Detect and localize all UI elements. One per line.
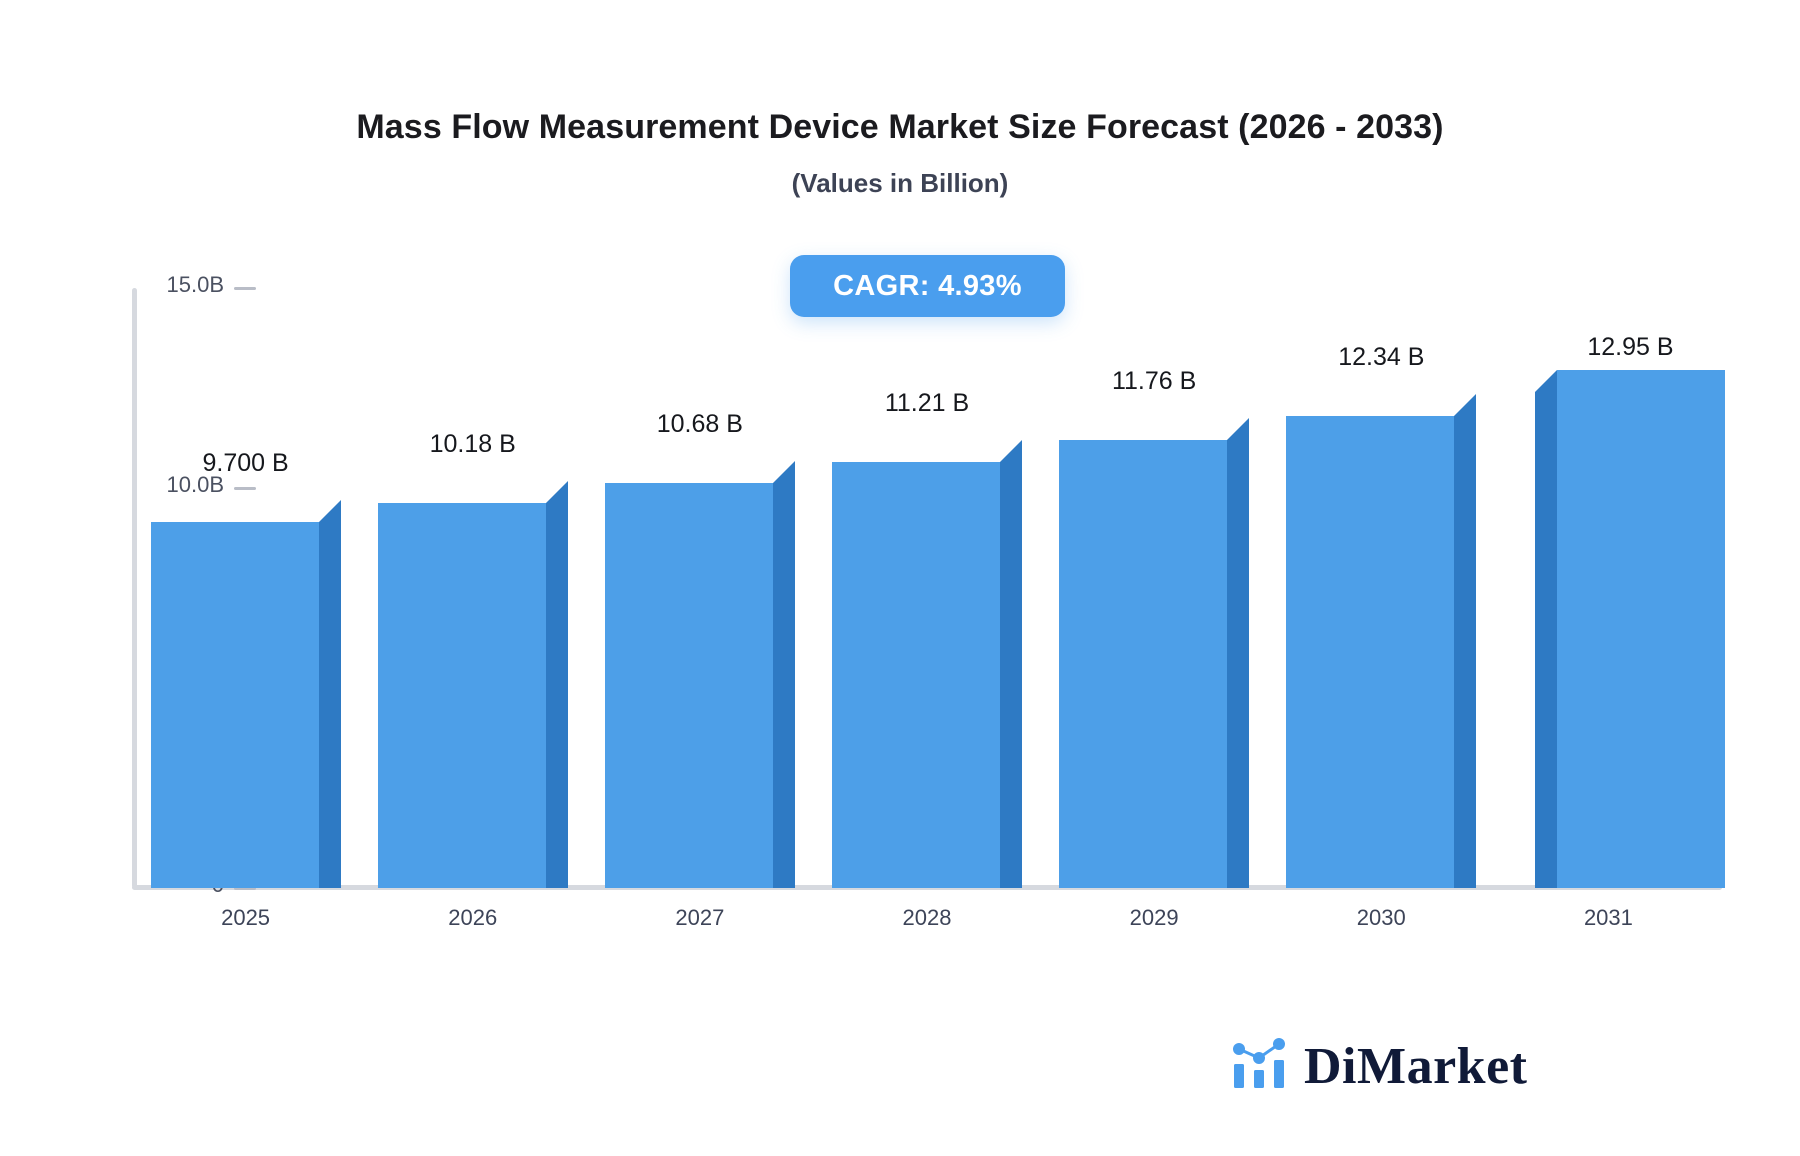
bar-shape — [832, 439, 1022, 888]
bar-series: 9.700 B 10.18 B 10.68 B 11.21 B 11.76 B 12.34… — [132, 288, 1726, 889]
bar[interactable]: 11.76 B — [1059, 288, 1250, 888]
bar-shape — [1059, 417, 1250, 888]
bar-shape — [1286, 394, 1477, 889]
bar-value-label: 11.21 B — [884, 388, 970, 417]
bar[interactable]: 11.21 B — [832, 288, 1022, 888]
y-axis-tick-mark — [234, 287, 256, 290]
y-axis-tick-mark — [234, 487, 256, 490]
bar-value-label: 10.18 B — [429, 429, 516, 458]
x-axis-tick-label: 2031 — [1583, 905, 1633, 930]
x-axis-tick-label: 2030 — [1356, 905, 1406, 930]
bar-value-label: 10.68 B — [656, 409, 743, 438]
cagr-badge: CAGR: 4.93% — [790, 255, 1065, 317]
bar[interactable]: 12.34 B — [1286, 288, 1477, 889]
x-axis-tick-label: 2026 — [448, 905, 498, 930]
dimarket-logo: DiMarket — [1232, 1038, 1527, 1095]
bar-value-label: 11.76 B — [1111, 366, 1197, 395]
bar[interactable]: 9.700 B — [150, 288, 341, 888]
chart-subtitle: (Values in Billion) — [791, 168, 1009, 198]
chart-title: Mass Flow Measurement Device Market Size… — [356, 108, 1444, 146]
x-axis-tick-label: 2025 — [221, 905, 271, 930]
bar-chart-dots-icon — [1232, 1038, 1290, 1095]
bar-value-label: 12.95 B — [1587, 333, 1674, 361]
bar[interactable]: 10.18 B — [377, 288, 568, 888]
x-axis-tick-label: 2027 — [675, 905, 725, 930]
x-axis-tick-label: 2029 — [1129, 905, 1179, 930]
y-axis-tick-label: 10.0B — [166, 472, 225, 497]
bar-shape — [150, 500, 341, 888]
y-axis-spine — [132, 288, 137, 888]
bar-value-label: 12.34 B — [1338, 343, 1425, 372]
bar[interactable]: 12.95 B — [1535, 288, 1726, 888]
bar-value-label: 9.700 B — [202, 449, 289, 477]
bar-shape — [1535, 370, 1726, 888]
logo-text: DiMarket — [1304, 1037, 1528, 1095]
y-axis-tick-label: 15.0B — [166, 272, 225, 297]
y-axis-tick-mark — [234, 887, 256, 890]
bar-shape — [604, 460, 795, 888]
bar-shape — [377, 480, 568, 888]
x-axis-tick-label: 2028 — [902, 905, 952, 930]
bar[interactable]: 10.68 B — [604, 288, 795, 888]
